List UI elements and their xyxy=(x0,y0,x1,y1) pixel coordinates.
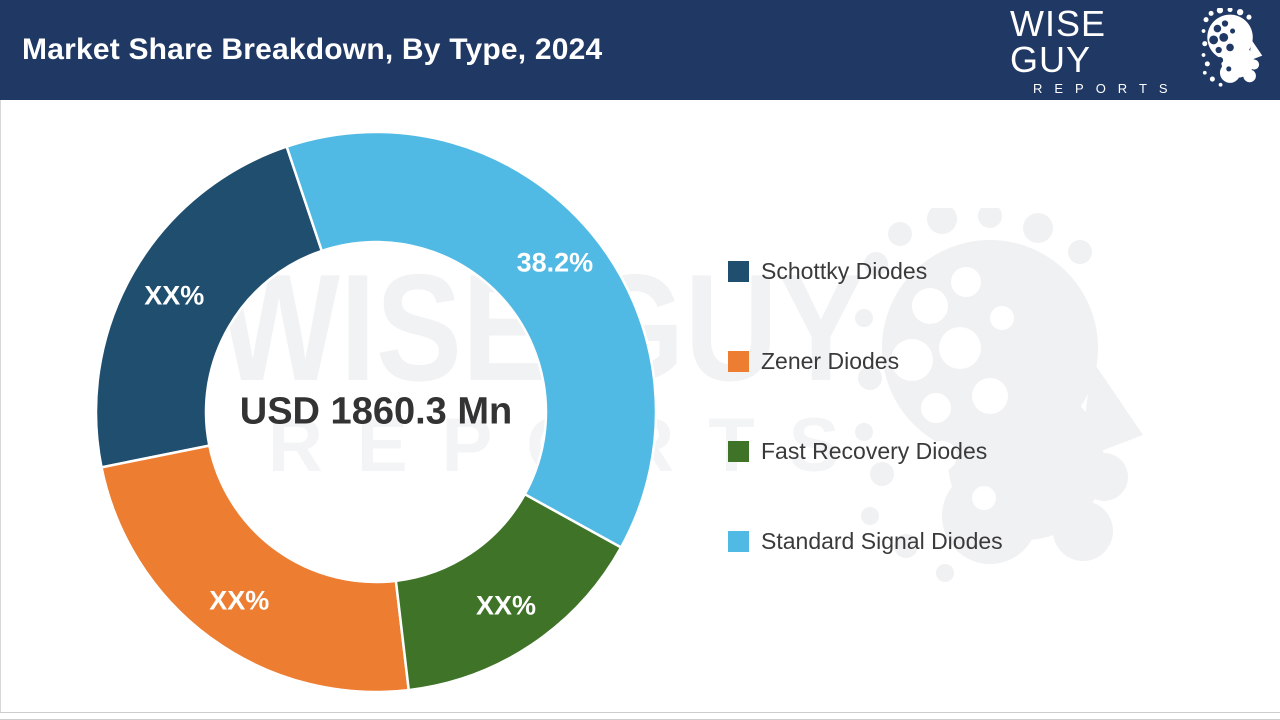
window-bottom-border xyxy=(0,712,1280,720)
header-bar: Market Share Breakdown, By Type, 2024 xyxy=(0,0,1280,100)
legend-item: Zener Diodes xyxy=(728,346,1003,376)
legend-label: Zener Diodes xyxy=(761,347,900,374)
slice-percentage-label: XX% xyxy=(144,281,204,311)
pie-slice-fast-recovery-diodes xyxy=(394,492,623,692)
page-title: Market Share Breakdown, By Type, 2024 xyxy=(22,33,603,66)
pie-slice-zener-diodes xyxy=(100,444,411,694)
pie-slice-schottky-diodes xyxy=(94,145,324,469)
legend-label: Schottky Diodes xyxy=(761,257,928,284)
chart-center-value: USD 1860.3 Mn xyxy=(239,390,513,433)
window-left-border xyxy=(0,100,1,712)
legend-swatch-standard-signal-diodes xyxy=(728,530,749,552)
logo-reports-text: REPORTS xyxy=(1032,80,1180,96)
legend-swatch-schottky-diodes xyxy=(728,260,749,282)
legend-item: Fast Recovery Diodes xyxy=(728,436,1003,466)
slice-percentage-label: 38.2% xyxy=(517,248,594,278)
logo-wordmark: WISE GUY xyxy=(1010,2,1107,80)
slice-percentage-label: XX% xyxy=(476,590,536,620)
legend-item: Schottky Diodes xyxy=(728,256,1003,286)
legend-item: Standard Signal Diodes xyxy=(728,526,1003,556)
pie-slice-standard-signal-diodes xyxy=(285,130,658,549)
logo-text: WISE GUY REPORTS xyxy=(1010,2,1197,96)
chart-legend: Schottky Diodes Zener Diodes Fast Recove… xyxy=(728,256,1003,616)
legend-swatch-zener-diodes xyxy=(728,350,749,372)
legend-swatch-fast-recovery-diodes xyxy=(728,440,749,462)
wise-guy-reports-logo: WISE GUY REPORTS xyxy=(1010,2,1270,96)
legend-label: Standard Signal Diodes xyxy=(761,527,1003,554)
slice-percentage-label: XX% xyxy=(209,586,269,616)
logo-face-icon xyxy=(1201,8,1270,92)
legend-label: Fast Recovery Diodes xyxy=(761,437,988,464)
